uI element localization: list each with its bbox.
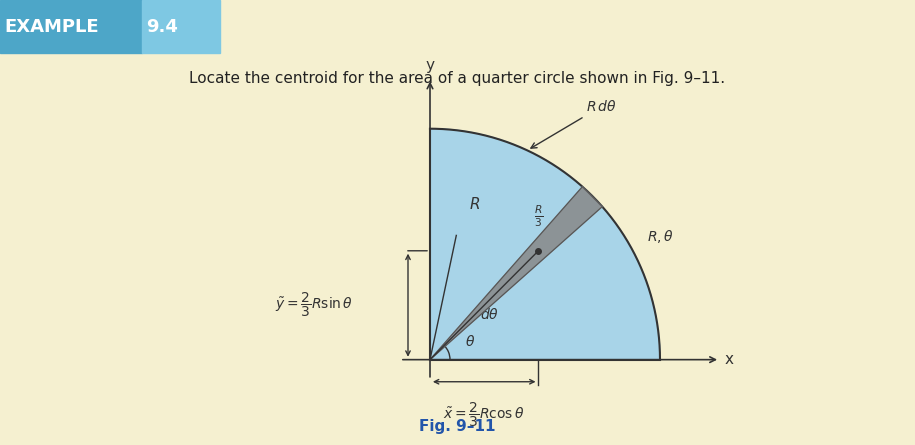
Text: R: R bbox=[469, 197, 480, 211]
FancyBboxPatch shape bbox=[0, 0, 142, 53]
Text: $\tilde{y} = \dfrac{2}{3}R\sin\theta$: $\tilde{y} = \dfrac{2}{3}R\sin\theta$ bbox=[275, 291, 353, 320]
Text: Fig. 9–11: Fig. 9–11 bbox=[419, 420, 495, 434]
Text: $\theta$: $\theta$ bbox=[465, 334, 475, 349]
Text: x: x bbox=[725, 352, 734, 367]
Text: $d\theta$: $d\theta$ bbox=[480, 307, 500, 322]
Text: Locate the centroid for the area of a quarter circle shown in Fig. 9–11.: Locate the centroid for the area of a qu… bbox=[188, 71, 725, 86]
Text: $\tilde{x} = \dfrac{2}{3}R\cos\theta$: $\tilde{x} = \dfrac{2}{3}R\cos\theta$ bbox=[444, 400, 525, 429]
Text: $R, \theta$: $R, \theta$ bbox=[647, 228, 674, 245]
Text: 9.4: 9.4 bbox=[146, 18, 178, 36]
Text: $R\,d\theta$: $R\,d\theta$ bbox=[531, 99, 618, 148]
Text: EXAMPLE: EXAMPLE bbox=[5, 18, 99, 36]
Polygon shape bbox=[430, 187, 602, 360]
Text: $\frac{R}{3}$: $\frac{R}{3}$ bbox=[533, 203, 544, 229]
Text: y: y bbox=[425, 58, 435, 73]
FancyBboxPatch shape bbox=[142, 0, 220, 53]
Polygon shape bbox=[430, 129, 660, 360]
